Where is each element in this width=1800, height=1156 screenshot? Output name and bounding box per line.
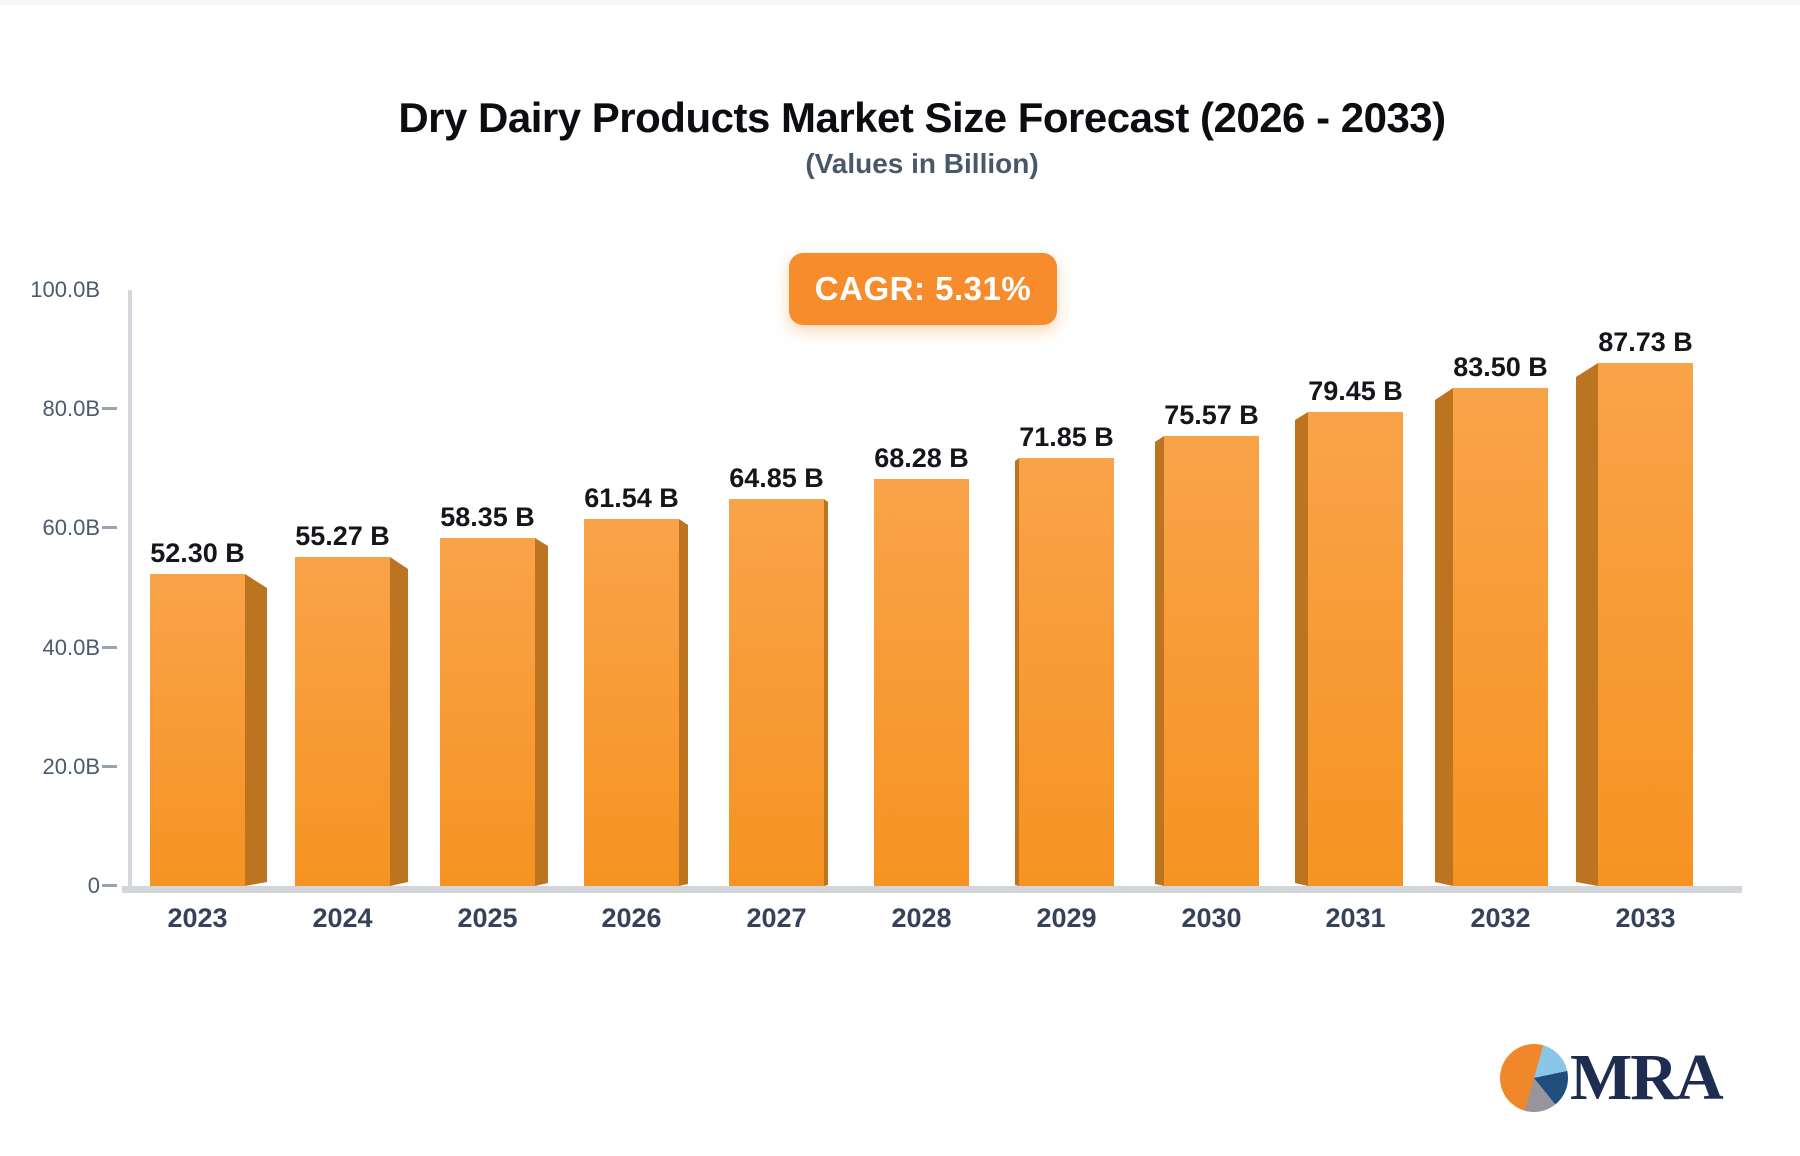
bar-2023[interactable] xyxy=(150,574,245,886)
bar-2024[interactable] xyxy=(295,557,390,886)
y-axis-line xyxy=(128,290,132,893)
bar-side-2024 xyxy=(390,557,408,886)
bar-value-label-2031: 79.45 B xyxy=(1308,376,1403,406)
y-axis-tick-mark xyxy=(102,407,117,410)
x-axis-label-2024: 2024 xyxy=(312,903,373,933)
y-axis-tick-mark xyxy=(102,646,117,649)
logo-text: MRA xyxy=(1570,1041,1724,1114)
x-axis-label-2029: 2029 xyxy=(1036,903,1097,933)
y-axis-tick-label: 80.0B xyxy=(42,396,101,421)
y-axis-tick-label: 0 xyxy=(87,873,100,898)
bar-value-label-2028: 68.28 B xyxy=(874,443,969,473)
bar-value-label-2026: 61.54 B xyxy=(584,483,679,513)
bar-side-2025 xyxy=(535,538,548,886)
cagr-badge-label: CAGR: 5.31% xyxy=(814,270,1032,307)
x-axis-label-2023: 2023 xyxy=(167,903,228,933)
bar-2026[interactable] xyxy=(584,519,679,886)
bar-side-2026 xyxy=(679,519,688,886)
cagr-badge: CAGR: 5.31% xyxy=(789,253,1057,325)
x-axis-label-2030: 2030 xyxy=(1181,903,1242,933)
bar-2033[interactable] xyxy=(1598,363,1693,886)
bar-value-label-2033: 87.73 B xyxy=(1598,327,1693,357)
bar-side-2027 xyxy=(824,499,828,886)
x-axis-label-2032: 2032 xyxy=(1470,903,1531,933)
top-strip xyxy=(0,0,1800,5)
chart-subtitle: (Values in Billion) xyxy=(805,148,1039,179)
bar-side-2030 xyxy=(1155,436,1164,886)
x-axis-label-2027: 2027 xyxy=(746,903,807,933)
bar-2031[interactable] xyxy=(1308,412,1403,886)
y-axis-tick-mark xyxy=(102,884,117,887)
y-axis-tick-label: 60.0B xyxy=(42,515,101,540)
bar-side-2033 xyxy=(1576,363,1598,886)
bar-2025[interactable] xyxy=(440,538,535,886)
bar-value-label-2029: 71.85 B xyxy=(1019,422,1114,452)
bar-value-label-2025: 58.35 B xyxy=(440,502,535,532)
bar-side-2023 xyxy=(245,574,267,886)
chart-title: Dry Dairy Products Market Size Forecast … xyxy=(398,94,1446,141)
pie-chart-icon xyxy=(1500,1044,1568,1112)
y-axis-tick-label: 100.0B xyxy=(30,277,100,302)
y-axis-tick-label: 20.0B xyxy=(42,754,101,779)
x-axis-label-2026: 2026 xyxy=(601,903,662,933)
x-axis-line xyxy=(122,886,1742,893)
bar-2028[interactable] xyxy=(874,479,969,886)
bar-2029[interactable] xyxy=(1019,458,1114,886)
x-axis-label-2031: 2031 xyxy=(1325,903,1386,933)
bar-value-label-2030: 75.57 B xyxy=(1164,400,1259,430)
y-axis-tick-mark xyxy=(102,526,117,529)
bar-side-2031 xyxy=(1295,412,1308,886)
x-axis-label-2033: 2033 xyxy=(1615,903,1676,933)
bar-2032[interactable] xyxy=(1453,388,1548,886)
bar-value-label-2023: 52.30 B xyxy=(150,538,245,568)
bar-2030[interactable] xyxy=(1164,436,1259,886)
x-axis-label-2028: 2028 xyxy=(891,903,952,933)
x-axis-label-2025: 2025 xyxy=(457,903,518,933)
bar-2027[interactable] xyxy=(729,499,824,886)
y-axis-tick-label: 40.0B xyxy=(42,635,101,660)
bar-value-label-2027: 64.85 B xyxy=(729,463,824,493)
bar-side-2032 xyxy=(1435,388,1453,886)
brand-logo: MRA xyxy=(1500,1038,1760,1118)
bar-side-2029 xyxy=(1015,458,1019,886)
bar-value-label-2024: 55.27 B xyxy=(295,521,390,551)
bar-value-label-2032: 83.50 B xyxy=(1453,352,1548,382)
y-axis-tick-mark xyxy=(102,765,117,768)
